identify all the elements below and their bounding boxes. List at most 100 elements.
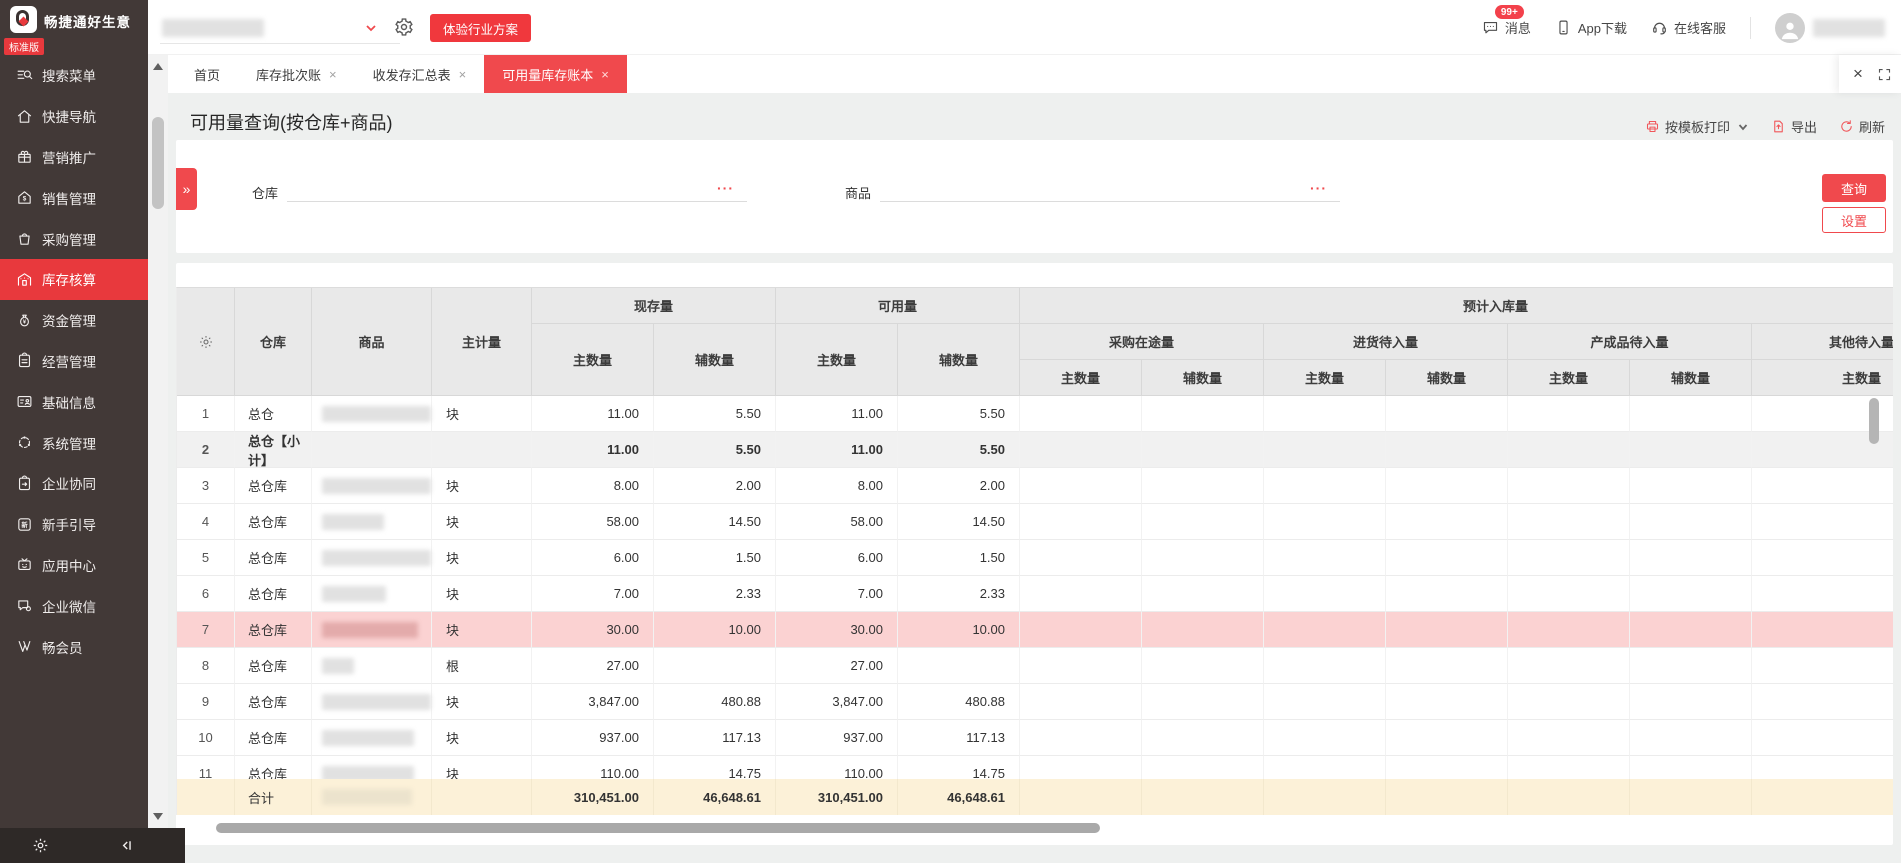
sidebar-item-funds[interactable]: ¥ 资金管理 <box>0 300 148 341</box>
header-group-expected-in: 预计入库量 <box>1020 288 1893 324</box>
expand-filters-button[interactable]: » <box>176 168 197 210</box>
product-filter-input[interactable] <box>880 201 1340 202</box>
workspace-selector[interactable] <box>160 43 400 44</box>
settings-button[interactable]: 设置 <box>1822 207 1886 233</box>
header-onhand-main: 主数量 <box>532 324 654 396</box>
main-content: 可用量查询(按仓库+商品) 按模板打印 导出 刷新 » 仓库 ··· 商品 ··… <box>168 93 1901 863</box>
product-cell <box>312 468 432 504</box>
onhand-main-cell: 11.00 <box>532 432 654 468</box>
finished-main-cell <box>1508 396 1630 432</box>
onhand-main-cell: 30.00 <box>532 612 654 648</box>
product-cell <box>312 396 432 432</box>
sidebar-item-operations[interactable]: 经营管理 <box>0 341 148 382</box>
warehouse-picker-ellipsis[interactable]: ··· <box>717 180 734 196</box>
collapse-sidebar-icon[interactable] <box>118 837 135 854</box>
print-by-template-button[interactable]: 按模板打印 <box>1645 117 1749 136</box>
tab-inout-summary[interactable]: 收发存汇总表 × <box>372 66 467 83</box>
incoming-aux-cell <box>1386 756 1508 779</box>
scroll-down-icon[interactable] <box>153 813 163 820</box>
messages-button[interactable]: 消息 99+ <box>1482 5 1531 37</box>
collaboration-icon <box>18 475 31 490</box>
purchase-aux-cell <box>1142 504 1264 540</box>
purchase-main-cell <box>1020 540 1142 576</box>
vertical-scrollbar-thumb[interactable] <box>1869 398 1879 444</box>
export-button[interactable]: 导出 <box>1771 117 1817 136</box>
sidebar-item-newbie-guide[interactable]: 新 新手引导 <box>0 504 148 545</box>
sidebar-item-collaboration[interactable]: 企业协同 <box>0 463 148 504</box>
other-main-cell <box>1752 684 1893 720</box>
product-picker-ellipsis[interactable]: ··· <box>1310 180 1327 196</box>
available-main-cell: 7.00 <box>776 576 898 612</box>
sidebar-item-system[interactable]: 系统管理 <box>0 422 148 463</box>
footer-gear-icon[interactable] <box>32 837 49 854</box>
available-main-cell: 11.00 <box>776 432 898 468</box>
sidebar-item-quick-nav[interactable]: 快捷导航 <box>0 96 148 137</box>
sidebar-item-search-menu[interactable]: 搜索菜单 <box>0 55 148 96</box>
table-viewport: 仓库 商品 主计量 现存量 可用量 预计入库量 主数量 辅数量 主数量 辅数量 … <box>176 287 1893 779</box>
app-download-button[interactable]: App下载 <box>1555 18 1627 37</box>
close-all-tabs-icon[interactable]: × <box>1853 64 1863 83</box>
other-main-cell <box>1752 468 1893 504</box>
other-main-cell <box>1752 576 1893 612</box>
sidebar-item-inventory[interactable]: 库存核算 <box>0 258 148 300</box>
horizontal-scrollbar-thumb[interactable] <box>216 823 1100 833</box>
sidebar-item-member[interactable]: 畅会员 <box>0 626 148 667</box>
scroll-up-icon[interactable] <box>153 63 163 70</box>
finished-main-cell <box>1508 648 1630 684</box>
onhand-main-cell: 8.00 <box>532 468 654 504</box>
user-menu[interactable] <box>1775 12 1885 43</box>
sidebar-item-sales[interactable]: $ 销售管理 <box>0 177 148 218</box>
query-button[interactable]: 查询 <box>1822 174 1886 202</box>
product-name-redacted <box>322 765 414 779</box>
onhand-aux-cell: 10.00 <box>654 612 776 648</box>
sidebar-item-wechat-work[interactable]: 企业微信 <box>0 585 148 626</box>
clipboard-icon <box>18 352 31 368</box>
product-cell <box>312 648 432 684</box>
row-number: 9 <box>177 684 235 720</box>
total-spacer <box>177 779 235 815</box>
settings-gear-icon[interactable] <box>394 17 414 37</box>
incoming-main-cell <box>1264 756 1386 779</box>
sidebar-item-purchasing[interactable]: 采购管理 <box>0 218 148 259</box>
incoming-aux-cell <box>1386 540 1508 576</box>
warehouse-filter-input[interactable] <box>287 201 747 202</box>
sidebar-item-basic-info[interactable]: 基础信息 <box>0 381 148 422</box>
shopping-bag-icon <box>19 233 30 245</box>
onhand-aux-cell: 14.50 <box>654 504 776 540</box>
finished-aux-cell <box>1630 540 1752 576</box>
header-incoming-main: 主数量 <box>1264 360 1386 396</box>
product-name-redacted <box>322 477 431 494</box>
onhand-aux-cell: 1.50 <box>654 540 776 576</box>
header-available-aux: 辅数量 <box>898 324 1020 396</box>
product-cell <box>312 720 432 756</box>
chevron-down-icon[interactable] <box>1737 121 1749 133</box>
finished-aux-cell <box>1630 612 1752 648</box>
tab-batch-ledger[interactable]: 库存批次账 × <box>256 66 337 83</box>
tab-available-ledger[interactable]: 可用量库存账本 × <box>484 55 627 93</box>
online-support-button[interactable]: 在线客服 <box>1651 18 1726 37</box>
sidebar-item-marketing[interactable]: 营销推广 <box>0 137 148 178</box>
close-tab-icon[interactable]: × <box>601 66 609 82</box>
column-settings-header[interactable] <box>177 288 235 396</box>
chevron-down-icon[interactable] <box>364 21 378 35</box>
available-main-cell: 8.00 <box>776 468 898 504</box>
filter-panel: » 仓库 ··· 商品 ··· 查询 设置 <box>176 140 1893 253</box>
sidebar-scrollbar-thumb[interactable] <box>152 117 164 209</box>
unit-cell: 根 <box>432 648 532 684</box>
onhand-main-cell: 3,847.00 <box>532 684 654 720</box>
close-tab-icon[interactable]: × <box>458 66 467 82</box>
warehouse-icon <box>17 273 32 286</box>
close-tab-icon[interactable]: × <box>329 66 337 82</box>
trial-plan-button[interactable]: 体验行业方案 <box>430 14 532 42</box>
avatar <box>1775 12 1805 43</box>
fullscreen-icon[interactable] <box>1877 67 1892 82</box>
sidebar-item-app-center[interactable]: 应用中心 <box>0 545 148 586</box>
money-bag-icon: ¥ <box>20 314 29 327</box>
available-aux-cell <box>898 648 1020 684</box>
sidebar-scrollbar[interactable] <box>148 55 168 828</box>
tab-home[interactable]: 首页 <box>194 67 221 83</box>
purchase-main-cell <box>1020 612 1142 648</box>
refresh-button[interactable]: 刷新 <box>1839 117 1885 136</box>
finished-main-cell <box>1508 432 1630 468</box>
header-finished-main: 主数量 <box>1508 360 1630 396</box>
